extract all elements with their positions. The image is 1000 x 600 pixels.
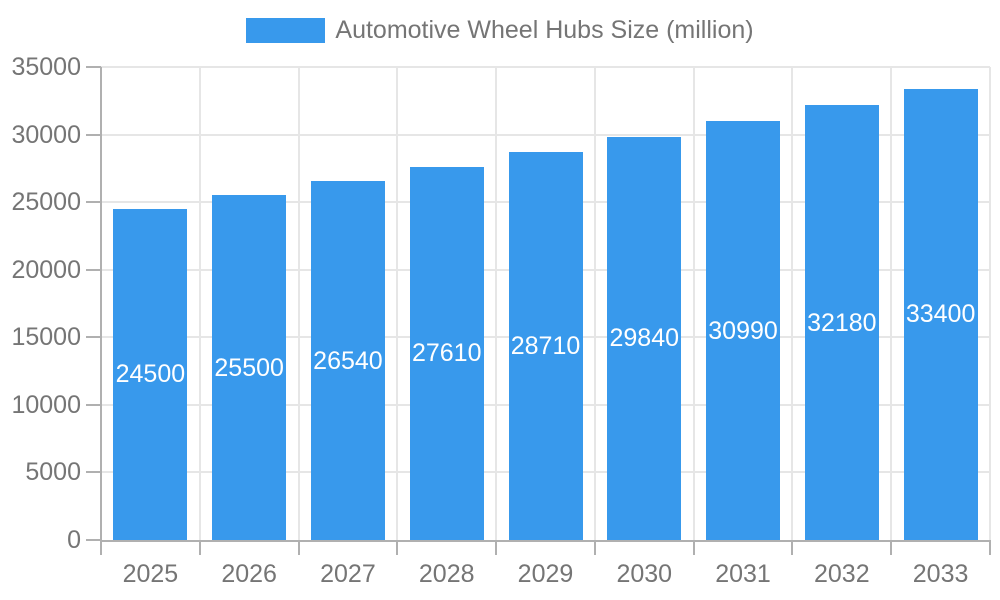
v-gridline — [495, 67, 498, 540]
v-gridline — [198, 67, 201, 540]
bar — [607, 136, 682, 540]
bar — [706, 121, 781, 540]
x-tick — [989, 540, 991, 555]
y-axis-line — [100, 67, 102, 555]
bar — [903, 88, 978, 540]
y-tick — [86, 336, 101, 339]
v-gridline — [791, 67, 794, 540]
y-tick — [86, 201, 101, 204]
x-tick-label: 2025 — [122, 560, 179, 588]
x-tick-label: 2026 — [221, 560, 277, 588]
x-tick — [593, 540, 596, 555]
bar-value-label: 26540 — [313, 346, 383, 375]
y-tick — [86, 133, 101, 136]
x-tick — [890, 540, 893, 555]
y-tick-label: 20000 — [11, 255, 81, 284]
x-tick — [198, 540, 201, 555]
v-gridline — [989, 67, 991, 540]
y-tick-label: 35000 — [11, 53, 81, 81]
h-gridline — [101, 66, 990, 68]
legend-label: Automotive Wheel Hubs Size (million) — [335, 16, 754, 44]
y-tick-label: 25000 — [11, 188, 81, 217]
bar — [508, 152, 583, 540]
v-gridline — [890, 67, 893, 540]
y-tick-label: 0 — [67, 526, 81, 554]
legend-swatch-icon — [246, 17, 326, 43]
y-tick-label: 5000 — [25, 458, 81, 487]
v-gridline — [297, 67, 300, 540]
x-tick-label: 2028 — [418, 560, 475, 588]
y-tick — [86, 539, 101, 541]
x-tick-label: 2029 — [517, 560, 574, 588]
x-tick — [297, 540, 300, 555]
y-tick-label: 15000 — [11, 323, 81, 352]
v-gridline — [396, 67, 399, 540]
bar-value-label: 25500 — [214, 353, 284, 382]
v-gridline — [692, 67, 695, 540]
plot-area: 24500 25500 26540 27610 28710 29840 30990 32180… — [11, 53, 991, 588]
legend: Automotive Wheel Hubs Size (million) — [0, 15, 1000, 45]
y-tick — [86, 403, 101, 406]
bar-value-label: 28710 — [510, 332, 581, 360]
y-tick-label: 30000 — [11, 120, 81, 149]
bar-value-label: 33400 — [905, 300, 976, 329]
bar-value-label: 24500 — [115, 360, 186, 389]
x-tick-label: 2033 — [912, 560, 969, 588]
y-tick — [86, 471, 101, 474]
x-tick-label: 2032 — [814, 560, 870, 588]
x-tick — [495, 540, 498, 555]
bar — [804, 105, 879, 540]
bar — [113, 208, 188, 540]
y-tick — [86, 268, 101, 271]
bar-value-label: 32180 — [807, 308, 877, 337]
bar-value-label: 27610 — [411, 339, 482, 368]
bar — [212, 195, 287, 540]
x-tick-label: 2027 — [320, 560, 376, 588]
bar-value-label: 29840 — [609, 324, 680, 353]
bar-value-label: 30990 — [708, 316, 778, 345]
y-tick-label: 10000 — [11, 390, 81, 419]
v-gridline — [593, 67, 596, 540]
x-tick-label: 2030 — [616, 560, 673, 588]
x-tick — [692, 540, 695, 555]
x-tick-label: 2031 — [715, 560, 771, 588]
x-tick — [791, 540, 794, 555]
x-tick — [396, 540, 399, 555]
bar — [310, 181, 385, 540]
x-axis-line — [101, 540, 990, 542]
y-tick — [86, 66, 101, 68]
bar — [409, 166, 484, 540]
h-gridline — [101, 133, 990, 136]
